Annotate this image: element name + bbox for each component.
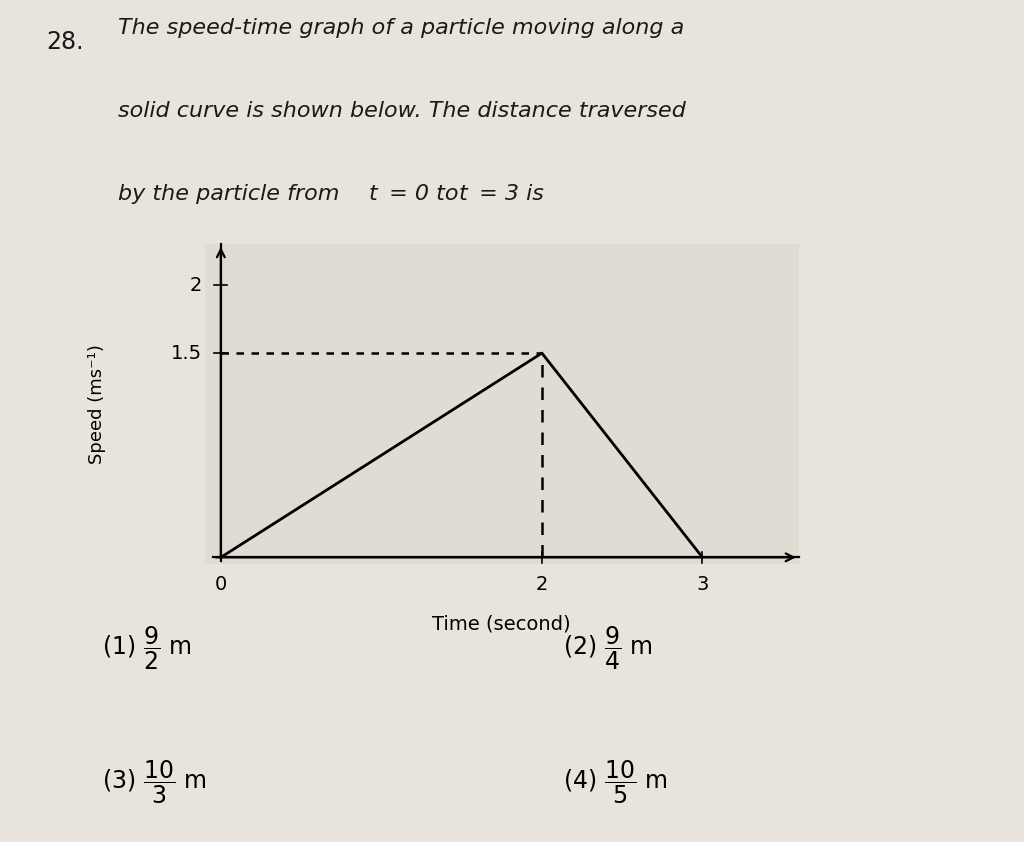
Text: 1.5: 1.5 <box>170 344 202 363</box>
Text: solid curve is shown below. The distance traversed: solid curve is shown below. The distance… <box>118 101 686 121</box>
Text: 2: 2 <box>189 275 202 295</box>
Text: = 0 to: = 0 to <box>382 184 466 205</box>
Text: The speed-time graph of a particle moving along a: The speed-time graph of a particle movin… <box>118 18 684 38</box>
Text: = 3 is: = 3 is <box>472 184 544 205</box>
Text: 2: 2 <box>536 575 548 594</box>
Text: 3: 3 <box>696 575 709 594</box>
Text: by the particle from: by the particle from <box>118 184 346 205</box>
Text: $(3)\ \dfrac{10}{3}\ \mathrm{m}$: $(3)\ \dfrac{10}{3}\ \mathrm{m}$ <box>102 759 207 807</box>
Text: Speed (ms⁻¹): Speed (ms⁻¹) <box>88 344 106 464</box>
Text: t: t <box>369 184 378 205</box>
Text: 28.: 28. <box>46 30 84 55</box>
Text: $(1)\ \dfrac{9}{2}\ \mathrm{m}$: $(1)\ \dfrac{9}{2}\ \mathrm{m}$ <box>102 624 193 672</box>
Text: 0: 0 <box>215 575 227 594</box>
Text: $(2)\ \dfrac{9}{4}\ \mathrm{m}$: $(2)\ \dfrac{9}{4}\ \mathrm{m}$ <box>563 624 653 672</box>
Text: Time (second): Time (second) <box>432 615 571 633</box>
Text: $(4)\ \dfrac{10}{5}\ \mathrm{m}$: $(4)\ \dfrac{10}{5}\ \mathrm{m}$ <box>563 759 668 807</box>
Text: t: t <box>459 184 468 205</box>
